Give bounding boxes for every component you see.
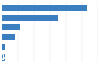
Bar <box>2 34 15 40</box>
Bar <box>2 15 58 21</box>
Bar <box>2 44 5 50</box>
Bar <box>2 24 20 30</box>
Bar <box>2 5 87 11</box>
Bar <box>2 54 4 60</box>
